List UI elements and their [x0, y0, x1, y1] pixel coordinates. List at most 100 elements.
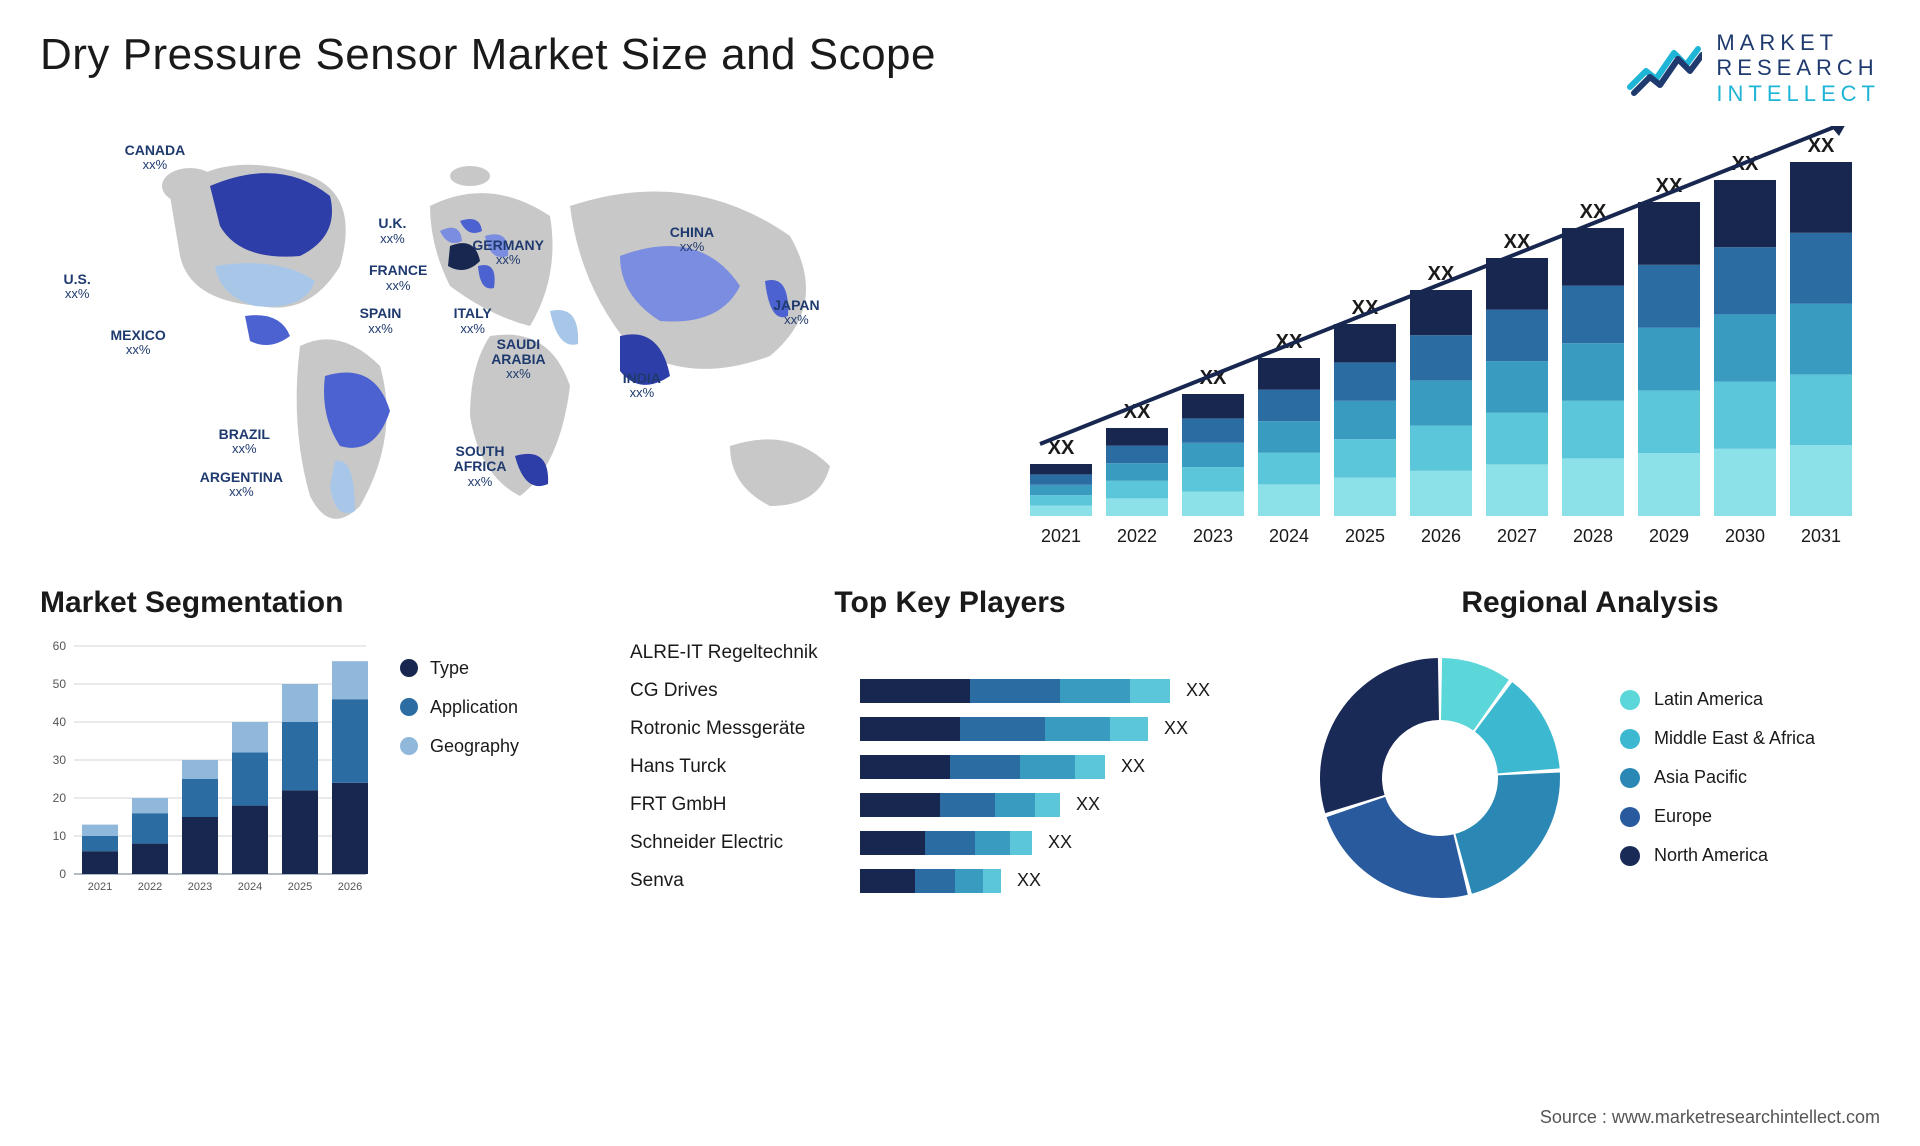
map-label: SAUDIARABIAxx%: [491, 337, 545, 382]
player-value: XX: [1076, 794, 1100, 815]
segmentation-legend-item: Geography: [400, 736, 519, 757]
map-label: INDIAxx%: [623, 371, 661, 401]
player-name: Hans Turck: [630, 756, 860, 778]
svg-text:0: 0: [59, 867, 66, 881]
player-bar: XX: [860, 831, 1270, 855]
player-value: XX: [1121, 756, 1145, 777]
svg-text:10: 10: [53, 829, 67, 843]
svg-text:2023: 2023: [188, 881, 212, 893]
map-label: GERMANYxx%: [472, 238, 544, 268]
brand-logo: MARKET RESEARCH INTELLECT: [1626, 30, 1880, 106]
region-legend-item: Latin America: [1620, 689, 1815, 710]
segmentation-title: Market Segmentation: [40, 586, 600, 620]
logo-line1: MARKET: [1716, 30, 1880, 55]
legend-dot-icon: [1620, 807, 1640, 827]
player-row: ALRE-IT Regeltechnik: [630, 638, 1270, 668]
svg-text:2030: 2030: [1725, 526, 1765, 546]
players-title: Top Key Players: [630, 586, 1270, 620]
player-value: XX: [1017, 870, 1041, 891]
logo-line3: INTELLECT: [1716, 81, 1880, 106]
map-label: U.K.xx%: [378, 216, 406, 246]
legend-label: North America: [1654, 845, 1768, 866]
map-label: SOUTHAFRICAxx%: [454, 444, 507, 489]
legend-dot-icon: [1620, 729, 1640, 749]
growth-bar-chart: XX2021XX2022XX2023XX2024XX2025XX2026XX20…: [1010, 126, 1880, 556]
map-label: ITALYxx%: [454, 306, 492, 336]
legend-label: Europe: [1654, 806, 1712, 827]
map-label: BRAZILxx%: [219, 427, 270, 457]
map-label: MEXICOxx%: [111, 328, 166, 358]
legend-dot-icon: [1620, 768, 1640, 788]
player-name: CG Drives: [630, 680, 860, 702]
player-row: CG Drives XX: [630, 676, 1270, 706]
legend-label: Application: [430, 697, 518, 718]
player-bar: XX: [860, 793, 1270, 817]
svg-text:2021: 2021: [1041, 526, 1081, 546]
source-attribution: Source : www.marketresearchintellect.com: [1540, 1107, 1880, 1128]
player-value: XX: [1186, 680, 1210, 701]
map-label: CHINAxx%: [670, 225, 714, 255]
map-label: JAPANxx%: [773, 298, 819, 328]
world-map-panel: CANADAxx% U.S.xx% MEXICOxx% BRAZILxx% ARGENT…: [40, 126, 980, 556]
legend-label: Geography: [430, 736, 519, 757]
players-panel: Top Key Players ALRE-IT Regeltechnik CG D…: [630, 586, 1270, 918]
player-bar: XX: [860, 679, 1270, 703]
svg-text:2022: 2022: [1117, 526, 1157, 546]
page-title: Dry Pressure Sensor Market Size and Scop…: [40, 30, 936, 80]
svg-text:2029: 2029: [1649, 526, 1689, 546]
player-name: Rotronic Messgeräte: [630, 718, 860, 740]
player-row: Schneider ElectricXX: [630, 828, 1270, 858]
segmentation-panel: Market Segmentation 0 10 20 30 40 50 60 2021 202…: [40, 586, 600, 918]
svg-text:2022: 2022: [138, 881, 162, 893]
svg-text:60: 60: [53, 639, 67, 653]
svg-text:XX: XX: [1808, 135, 1835, 157]
player-bar: XX: [860, 755, 1270, 779]
segmentation-legend: Type Application Geography: [400, 638, 519, 898]
svg-text:40: 40: [53, 715, 67, 729]
regional-title: Regional Analysis: [1300, 586, 1880, 620]
player-name: Senva: [630, 870, 860, 892]
svg-text:2031: 2031: [1801, 526, 1841, 546]
map-label: FRANCExx%: [369, 263, 427, 293]
logo-line2: RESEARCH: [1716, 55, 1880, 80]
legend-label: Middle East & Africa: [1654, 728, 1815, 749]
player-row: FRT GmbH XX: [630, 790, 1270, 820]
svg-text:30: 30: [53, 753, 67, 767]
player-row: Hans Turck XX: [630, 752, 1270, 782]
map-label: SPAINxx%: [360, 306, 402, 336]
regional-donut-chart: [1300, 638, 1580, 918]
regional-panel: Regional Analysis Latin America Middle Ea…: [1300, 586, 1880, 918]
region-legend-item: North America: [1620, 845, 1815, 866]
legend-dot-icon: [400, 698, 418, 716]
svg-text:2026: 2026: [338, 881, 362, 893]
legend-dot-icon: [1620, 690, 1640, 710]
player-row: Senva XX: [630, 866, 1270, 896]
svg-text:2028: 2028: [1573, 526, 1613, 546]
player-name: FRT GmbH: [630, 794, 860, 816]
svg-text:2024: 2024: [238, 881, 262, 893]
legend-label: Latin America: [1654, 689, 1763, 710]
svg-text:20: 20: [53, 791, 67, 805]
player-bar: XX: [860, 869, 1270, 893]
map-label: ARGENTINAxx%: [200, 470, 283, 500]
region-legend-item: Europe: [1620, 806, 1815, 827]
segmentation-chart: 0 10 20 30 40 50 60 2021 2022 2023 2024 2025 2026: [40, 638, 370, 898]
map-label: CANADAxx%: [125, 143, 186, 173]
svg-text:2025: 2025: [1345, 526, 1385, 546]
legend-dot-icon: [400, 737, 418, 755]
legend-label: Type: [430, 658, 469, 679]
player-row: Rotronic Messgeräte XX: [630, 714, 1270, 744]
player-name: ALRE-IT Regeltechnik: [630, 642, 860, 664]
player-value: XX: [1164, 718, 1188, 739]
svg-text:2025: 2025: [288, 881, 312, 893]
svg-text:2024: 2024: [1269, 526, 1309, 546]
player-value: XX: [1048, 832, 1072, 853]
svg-text:2021: 2021: [88, 881, 112, 893]
svg-text:50: 50: [53, 677, 67, 691]
segmentation-legend-item: Type: [400, 658, 519, 679]
region-legend-item: Asia Pacific: [1620, 767, 1815, 788]
region-legend-item: Middle East & Africa: [1620, 728, 1815, 749]
legend-label: Asia Pacific: [1654, 767, 1747, 788]
player-bar: XX: [860, 717, 1270, 741]
map-label: U.S.xx%: [64, 272, 91, 302]
